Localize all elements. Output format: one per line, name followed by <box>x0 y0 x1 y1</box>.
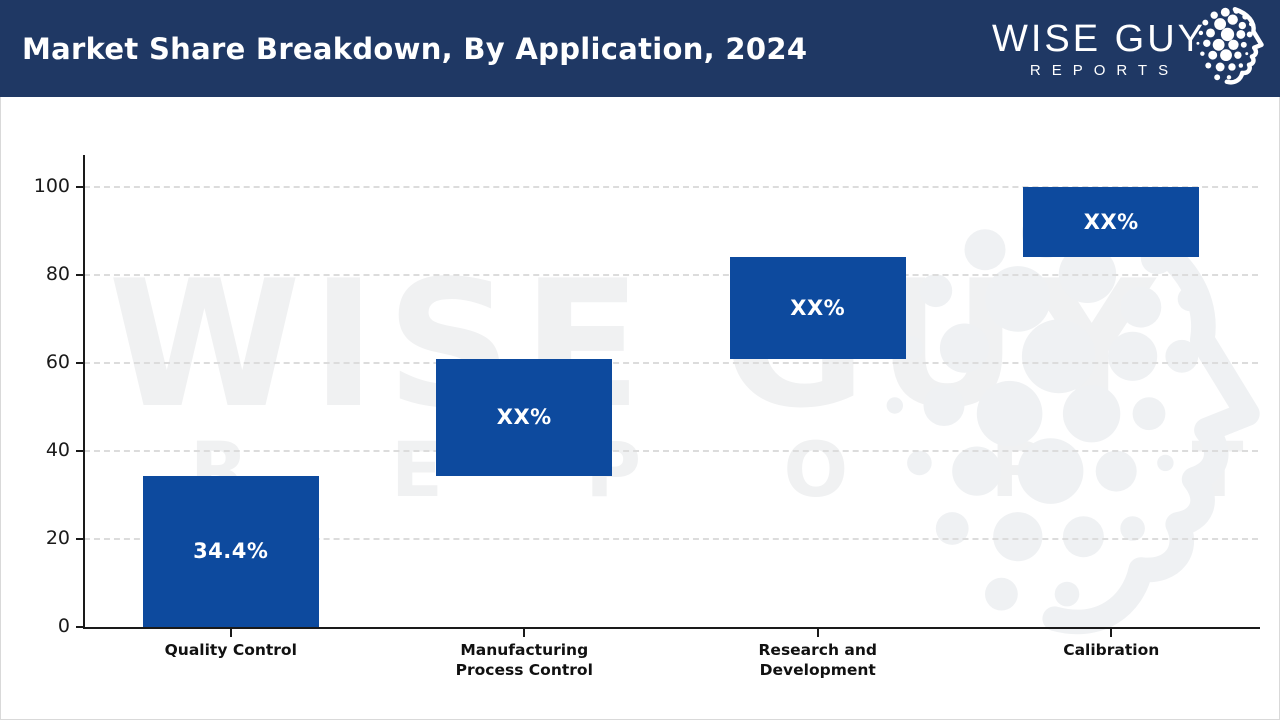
x-tick-mark <box>229 629 232 637</box>
gridline-60 <box>84 362 1258 364</box>
x-category-label-line: Calibration <box>1063 641 1160 659</box>
y-tick-label: 20 <box>45 527 70 549</box>
y-tick-mark <box>76 538 84 540</box>
x-category-label-line: Process Control <box>455 661 593 679</box>
y-tick-label: 0 <box>57 615 70 637</box>
y-tick-label: 80 <box>45 263 70 285</box>
x-category-label: Manufacturing Process Control <box>384 640 664 680</box>
y-tick-label: 40 <box>45 439 70 461</box>
y-tick-mark <box>76 362 84 364</box>
y-axis-line <box>83 155 85 629</box>
gridline-80 <box>84 274 1258 276</box>
x-category-label: Calibration <box>971 640 1251 660</box>
brand-logo-text: WISE GUY REPORTS <box>992 20 1206 78</box>
y-tick-mark <box>76 450 84 452</box>
header-bar: Market Share Breakdown, By Application, … <box>0 0 1280 97</box>
x-category-label-line: Manufacturing <box>460 641 589 659</box>
bar-value-label: XX% <box>1083 210 1139 235</box>
y-tick-mark <box>76 626 84 628</box>
gridline-20 <box>84 538 1258 540</box>
gridline-100 <box>84 186 1258 188</box>
brand-subname: REPORTS <box>1029 61 1180 79</box>
x-tick-mark <box>523 629 526 637</box>
bar-calibration: XX% <box>1023 187 1200 258</box>
bar-manufacturing-process-control: XX% <box>436 358 613 476</box>
x-tick-mark <box>816 629 819 637</box>
x-category-label-line: Quality Control <box>164 641 297 659</box>
x-category-label: Quality Control <box>91 640 371 660</box>
gridline-40 <box>84 450 1258 452</box>
bar-value-label: XX% <box>496 405 552 430</box>
y-tick-mark <box>76 274 84 276</box>
dotted-face-profile-icon <box>1192 6 1266 92</box>
y-tick-mark <box>76 186 84 188</box>
bar-value-label: 34.4% <box>193 539 269 564</box>
x-category-label-line: Development <box>759 661 876 679</box>
x-category-label-line: Research and <box>758 641 878 659</box>
bar-quality-control: 34.4% <box>142 475 319 627</box>
bar-value-label: XX% <box>790 295 846 320</box>
x-axis-line <box>83 627 1260 629</box>
x-category-label: Research and Development <box>678 640 958 680</box>
bar-research-and-development: XX% <box>729 257 906 359</box>
watermark-face-icon <box>862 200 1272 656</box>
x-tick-mark <box>1110 629 1113 637</box>
chart-title: Market Share Breakdown, By Application, … <box>22 31 808 66</box>
y-tick-label: 60 <box>45 351 70 373</box>
brand-logo: WISE GUY REPORTS <box>992 6 1280 92</box>
brand-name: WISE GUY <box>991 17 1206 60</box>
y-tick-label: 100 <box>33 175 70 197</box>
